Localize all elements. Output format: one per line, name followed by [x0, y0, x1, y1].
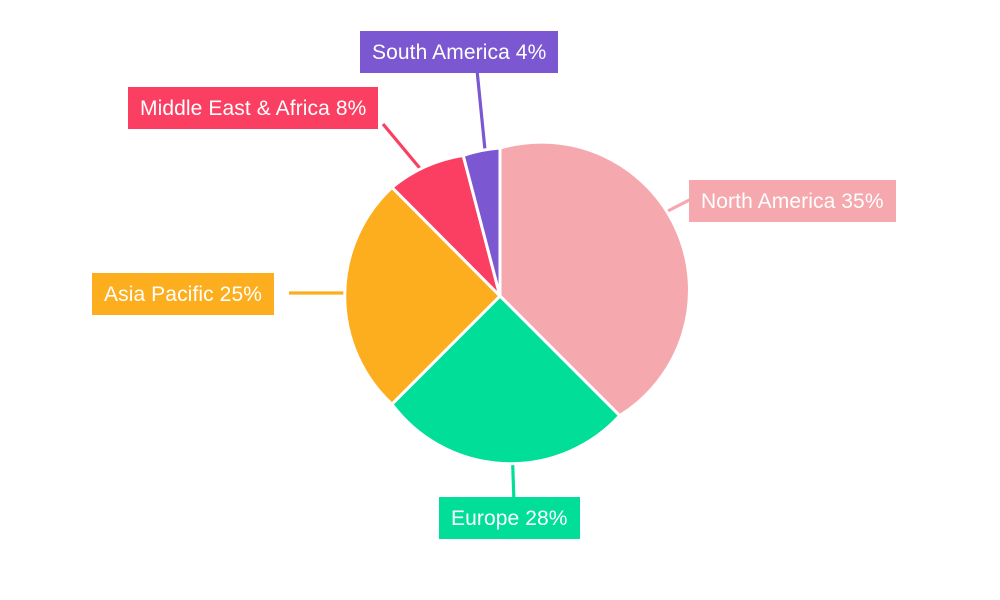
- pie-slice-asia-pacific[interactable]: [343, 185, 503, 407]
- slice-label-asia-pacific[interactable]: Asia Pacific 25%: [92, 273, 275, 315]
- slice-label-north-america[interactable]: North America 35%: [689, 180, 896, 222]
- pie-wedges: [343, 140, 691, 466]
- pie-slice-north-america[interactable]: [498, 140, 691, 418]
- slice-label-south-america[interactable]: South America 4%: [360, 31, 559, 73]
- leader-line-south-america: [475, 69, 487, 151]
- pie-slice-europe[interactable]: [389, 293, 622, 466]
- slice-label-middle-east-africa[interactable]: Middle East & Africa 8%: [128, 87, 379, 129]
- slice-label-europe[interactable]: Europe 28%: [439, 497, 580, 539]
- pie-slice-south-america[interactable]: [461, 146, 502, 297]
